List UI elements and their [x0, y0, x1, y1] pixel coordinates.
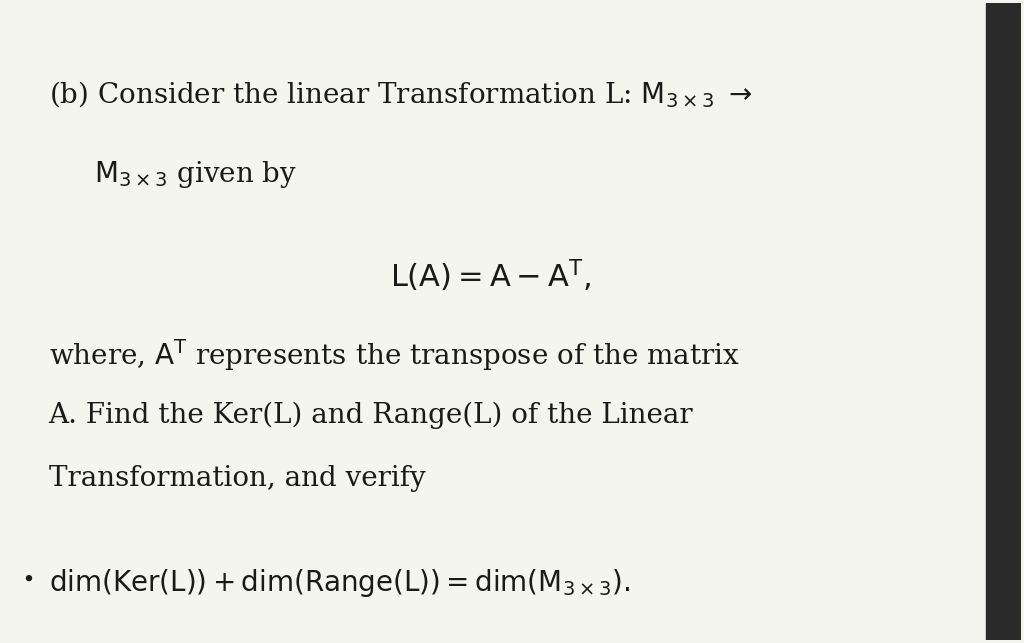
Text: $\bullet$: $\bullet$: [22, 567, 34, 589]
FancyBboxPatch shape: [985, 3, 1021, 640]
Text: $\mathrm{L(A) = A} - \mathrm{A}^{\mathrm{T}},$: $\mathrm{L(A) = A} - \mathrm{A}^{\mathrm…: [390, 258, 591, 294]
Text: $\mathrm{dim(Ker(L)) + dim(Range(L)) = dim(M}_{3\times3}\mathrm{).}$: $\mathrm{dim(Ker(L)) + dim(Range(L)) = d…: [48, 567, 630, 599]
Text: A. Find the Ker(L) and Range(L) of the Linear: A. Find the Ker(L) and Range(L) of the L…: [48, 401, 693, 428]
Text: (b) Consider the linear Transformation L: $\mathrm{M}_{3\times3}$ $\rightarrow$: (b) Consider the linear Transformation L…: [48, 79, 753, 110]
Text: Transformation, and verify: Transformation, and verify: [48, 465, 425, 492]
Text: where, $\mathrm{A}^{\mathrm{T}}$ represents the transpose of the matrix: where, $\mathrm{A}^{\mathrm{T}}$ represe…: [48, 338, 739, 374]
Text: $\mathrm{M}_{3\times3}$ given by: $\mathrm{M}_{3\times3}$ given by: [94, 159, 298, 190]
